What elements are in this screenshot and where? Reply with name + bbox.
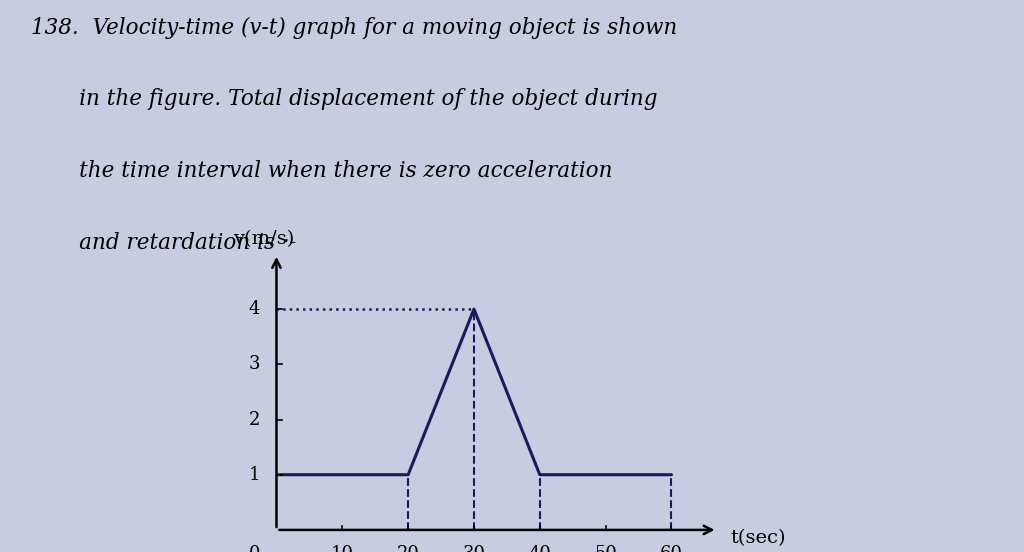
Text: 10: 10 — [331, 545, 354, 552]
Text: 1: 1 — [249, 466, 260, 484]
Text: 138.  Velocity-time (v-t) graph for a moving object is shown: 138. Velocity-time (v-t) graph for a mov… — [31, 17, 677, 39]
Text: 60: 60 — [659, 545, 683, 552]
Text: 30: 30 — [463, 545, 485, 552]
Text: 0: 0 — [249, 545, 260, 552]
Text: 50: 50 — [594, 545, 617, 552]
Text: v(m/s): v(m/s) — [232, 230, 294, 248]
Text: t(sec): t(sec) — [731, 529, 786, 547]
Text: 40: 40 — [528, 545, 551, 552]
Text: and retardation is :-: and retardation is :- — [31, 232, 296, 254]
Text: 2: 2 — [249, 411, 260, 428]
Text: 4: 4 — [249, 300, 260, 318]
Text: in the figure. Total displacement of the object during: in the figure. Total displacement of the… — [31, 88, 657, 110]
Text: 3: 3 — [249, 355, 260, 373]
Text: the time interval when there is zero acceleration: the time interval when there is zero acc… — [31, 160, 612, 182]
Text: 20: 20 — [396, 545, 420, 552]
